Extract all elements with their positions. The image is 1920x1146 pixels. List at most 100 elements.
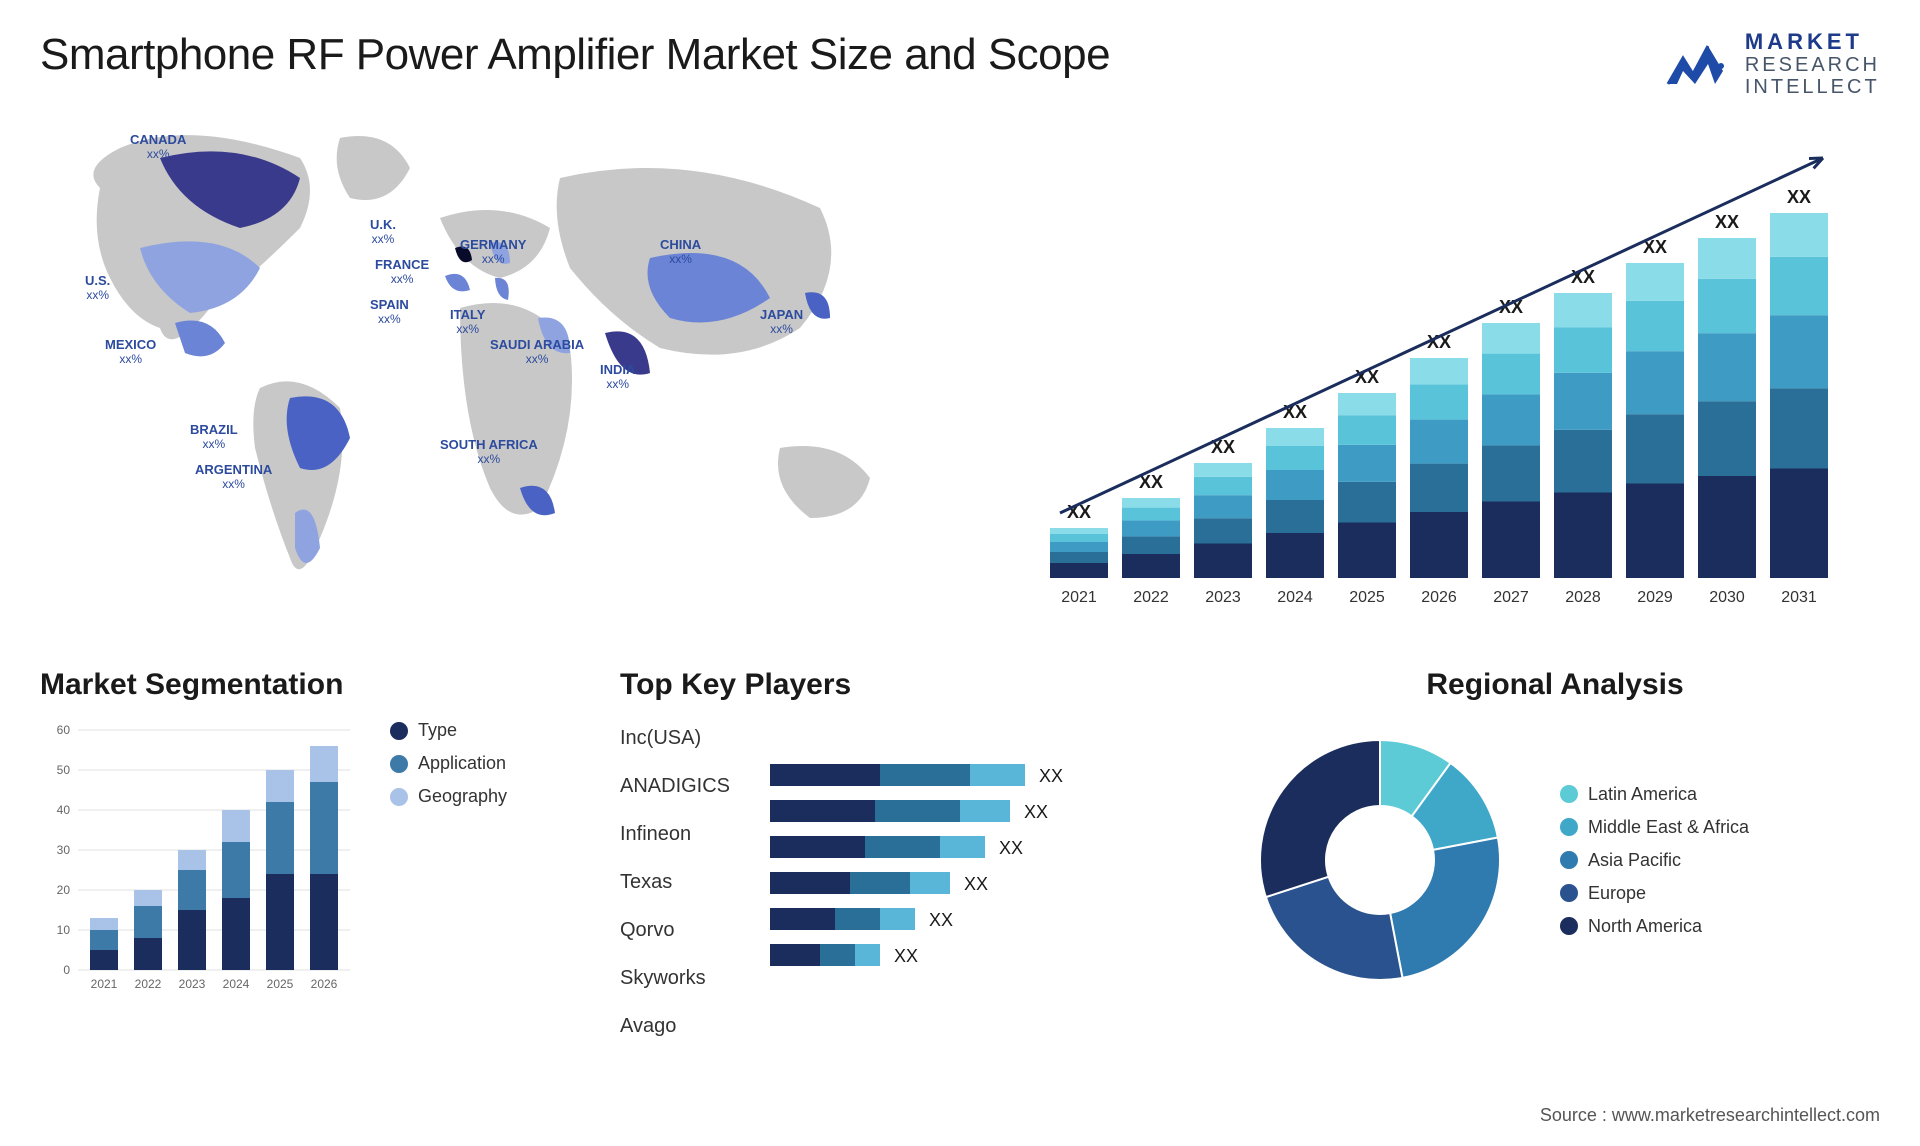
legend-swatch bbox=[390, 788, 408, 806]
player-labels: Inc(USA) ANADIGICS Infineon Texas Qorvo Skywo… bbox=[620, 720, 750, 1044]
svg-text:2027: 2027 bbox=[1493, 589, 1529, 606]
legend-label: North America bbox=[1588, 916, 1702, 937]
svg-text:2024: 2024 bbox=[223, 977, 250, 991]
legend-swatch bbox=[1560, 884, 1578, 902]
logo-icon bbox=[1663, 36, 1733, 92]
svg-text:XX: XX bbox=[929, 910, 953, 930]
legend-label: Latin America bbox=[1588, 784, 1697, 805]
svg-text:XX: XX bbox=[1715, 212, 1739, 232]
legend-label: Middle East & Africa bbox=[1588, 817, 1749, 838]
brand-logo: MARKET RESEARCH INTELLECT bbox=[1663, 30, 1880, 98]
svg-text:2022: 2022 bbox=[1133, 589, 1169, 606]
player-name: Avago bbox=[620, 1008, 750, 1044]
segmentation-legend: Type Application Geography bbox=[390, 720, 507, 807]
page-title: Smartphone RF Power Amplifier Market Siz… bbox=[40, 30, 1110, 80]
regional-donut bbox=[1230, 720, 1530, 1000]
legend-swatch bbox=[1560, 851, 1578, 869]
players-title: Top Key Players bbox=[620, 668, 1210, 702]
legend-item: Latin America bbox=[1560, 784, 1749, 805]
growth-chart: XX2021XX2022XX2023XX2024XX2025XX2026XX20… bbox=[1030, 118, 1870, 618]
svg-text:0: 0 bbox=[63, 963, 70, 977]
svg-text:XX: XX bbox=[894, 946, 918, 966]
player-name: Qorvo bbox=[620, 912, 750, 948]
legend-item: Type bbox=[390, 720, 507, 741]
map-label: U.K.xx% bbox=[370, 218, 396, 247]
player-name: Infineon bbox=[620, 816, 750, 852]
legend-swatch bbox=[1560, 818, 1578, 836]
map-label: SPAINxx% bbox=[370, 298, 409, 327]
map-label: GERMANYxx% bbox=[460, 238, 526, 267]
svg-text:30: 30 bbox=[57, 843, 71, 857]
segmentation-panel: Market Segmentation 0 10 20 30 40 50 60 2021 202… bbox=[40, 668, 600, 1044]
svg-text:50: 50 bbox=[57, 763, 71, 777]
player-name: Inc(USA) bbox=[620, 720, 750, 756]
map-label: CANADAxx% bbox=[130, 133, 186, 162]
map-label: BRAZILxx% bbox=[190, 423, 238, 452]
svg-text:XX: XX bbox=[999, 838, 1023, 858]
players-chart: XXXXXXXXXXXX bbox=[770, 720, 1130, 990]
legend-swatch bbox=[1560, 917, 1578, 935]
svg-text:XX: XX bbox=[964, 874, 988, 894]
logo-line3: INTELLECT bbox=[1745, 76, 1880, 98]
regional-legend: Latin America Middle East & Africa Asia Pa… bbox=[1560, 784, 1749, 937]
legend-item: Middle East & Africa bbox=[1560, 817, 1749, 838]
legend-label: Asia Pacific bbox=[1588, 850, 1681, 871]
logo-line2: RESEARCH bbox=[1745, 54, 1880, 76]
legend-swatch bbox=[390, 722, 408, 740]
map-label: ARGENTINAxx% bbox=[195, 463, 272, 492]
map-label: SAUDI ARABIAxx% bbox=[490, 338, 584, 367]
svg-text:20: 20 bbox=[57, 883, 71, 897]
map-label: FRANCExx% bbox=[375, 258, 429, 287]
segmentation-title: Market Segmentation bbox=[40, 668, 600, 702]
svg-text:2030: 2030 bbox=[1709, 589, 1745, 606]
svg-text:2026: 2026 bbox=[1421, 589, 1457, 606]
svg-text:2031: 2031 bbox=[1781, 589, 1817, 606]
player-name: ANADIGICS bbox=[620, 768, 750, 804]
players-panel: Top Key Players Inc(USA) ANADIGICS Infineo… bbox=[620, 668, 1210, 1044]
svg-text:XX: XX bbox=[1787, 187, 1811, 207]
legend-item: Application bbox=[390, 753, 507, 774]
map-label: CHINAxx% bbox=[660, 238, 701, 267]
legend-label: Application bbox=[418, 753, 506, 774]
logo-line1: MARKET bbox=[1745, 30, 1880, 54]
svg-text:2023: 2023 bbox=[179, 977, 206, 991]
svg-text:2024: 2024 bbox=[1277, 589, 1313, 606]
legend-item: Asia Pacific bbox=[1560, 850, 1749, 871]
map-label: INDIAxx% bbox=[600, 363, 635, 392]
svg-text:10: 10 bbox=[57, 923, 71, 937]
svg-text:XX: XX bbox=[1039, 766, 1063, 786]
legend-swatch bbox=[390, 755, 408, 773]
map-label: MEXICOxx% bbox=[105, 338, 156, 367]
legend-label: Geography bbox=[418, 786, 507, 807]
map-label: JAPANxx% bbox=[760, 308, 803, 337]
legend-label: Type bbox=[418, 720, 457, 741]
legend-item: North America bbox=[1560, 916, 1749, 937]
svg-text:XX: XX bbox=[1024, 802, 1048, 822]
map-label: U.S.xx% bbox=[85, 274, 110, 303]
legend-label: Europe bbox=[1588, 883, 1646, 904]
player-name: Texas bbox=[620, 864, 750, 900]
player-name: Skyworks bbox=[620, 960, 750, 996]
source-text: Source : www.marketresearchintellect.com bbox=[1540, 1105, 1880, 1126]
svg-text:2028: 2028 bbox=[1565, 589, 1601, 606]
regional-title: Regional Analysis bbox=[1230, 668, 1880, 702]
regional-panel: Regional Analysis Latin America Middle Ea… bbox=[1230, 668, 1880, 1044]
svg-text:2025: 2025 bbox=[1349, 589, 1385, 606]
legend-swatch bbox=[1560, 785, 1578, 803]
svg-text:2023: 2023 bbox=[1205, 589, 1241, 606]
growth-chart-panel: XX2021XX2022XX2023XX2024XX2025XX2026XX20… bbox=[1030, 118, 1880, 628]
legend-item: Europe bbox=[1560, 883, 1749, 904]
svg-text:60: 60 bbox=[57, 723, 71, 737]
svg-text:2021: 2021 bbox=[1061, 589, 1097, 606]
svg-text:2021: 2021 bbox=[91, 977, 118, 991]
svg-text:2026: 2026 bbox=[311, 977, 338, 991]
svg-text:40: 40 bbox=[57, 803, 71, 817]
legend-item: Geography bbox=[390, 786, 507, 807]
segmentation-chart: 0102030405060202120222023202420252026 bbox=[40, 720, 360, 1000]
svg-text:2022: 2022 bbox=[135, 977, 162, 991]
world-map-panel: CANADAxx% U.S.xx% MEXICOxx% BRAZILxx% ARGENT… bbox=[40, 118, 970, 628]
world-map bbox=[40, 118, 940, 618]
map-label: SOUTH AFRICAxx% bbox=[440, 438, 538, 467]
svg-text:2029: 2029 bbox=[1637, 589, 1673, 606]
map-label: ITALYxx% bbox=[450, 308, 485, 337]
